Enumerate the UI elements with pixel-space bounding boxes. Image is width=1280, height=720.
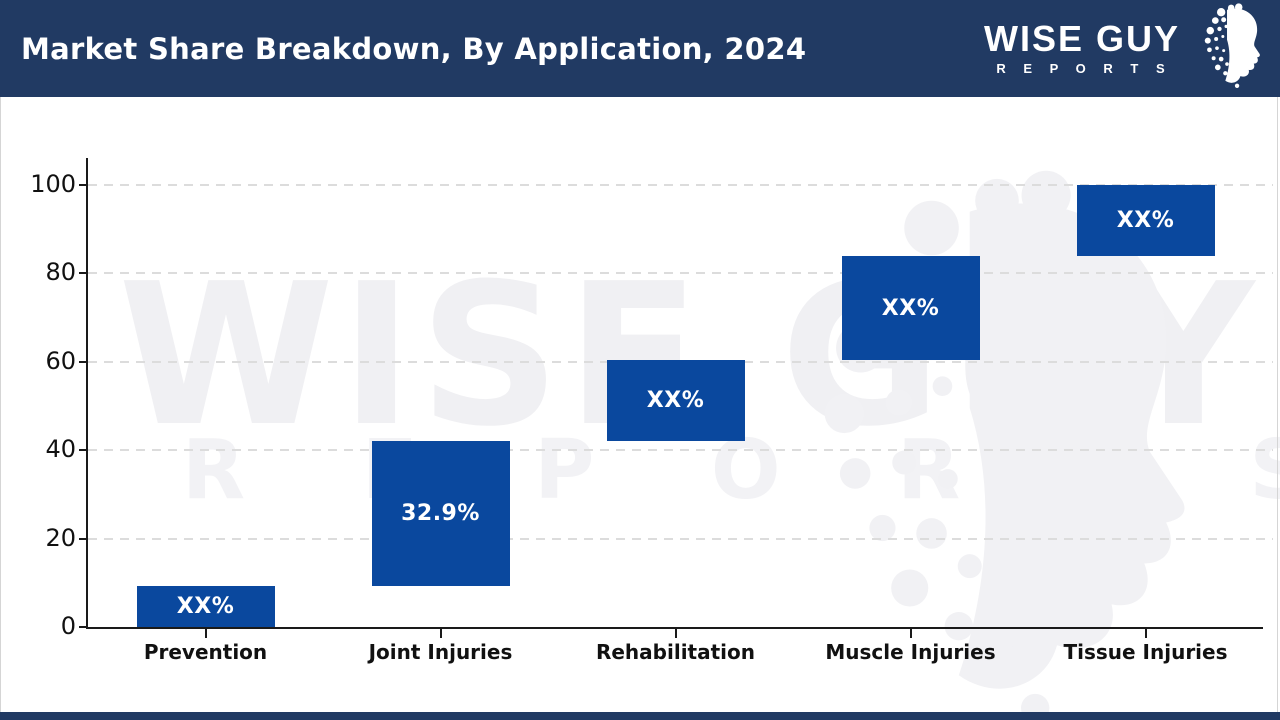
y-tick-0	[79, 626, 88, 628]
bar-muscle-injuries: XX%	[841, 256, 980, 361]
bar-prevention: XX%	[136, 586, 275, 627]
y-tick-label-80: 80	[45, 258, 76, 287]
x-axis-line	[86, 627, 1263, 629]
gridline-100	[88, 184, 1273, 186]
page-title: Market Share Breakdown, By Application, …	[21, 31, 807, 66]
x-category-label: Rehabilitation	[595, 640, 756, 664]
y-tick-100	[79, 184, 88, 186]
x-tick-4	[1144, 629, 1147, 638]
y-tick-label-100: 100	[30, 170, 76, 198]
gridline-80	[88, 272, 1273, 275]
x-tick-2	[674, 629, 677, 638]
y-axis-line	[86, 158, 88, 629]
logo-wordmark: WISE GUY	[983, 18, 1180, 59]
x-category-label: Prevention	[143, 640, 268, 664]
gridline-40	[88, 449, 1273, 452]
logo-face-icon	[1204, 2, 1260, 88]
y-tick-label-0: 0	[60, 612, 76, 640]
bar-tissue-injuries: XX%	[1076, 185, 1215, 257]
header-bar: Market Share Breakdown, By Application, …	[0, 0, 1280, 97]
x-category-label: Joint Injuries	[368, 640, 513, 664]
y-tick-60	[79, 360, 88, 363]
logo-subtitle: R E P O R T S	[996, 61, 1172, 76]
y-tick-80	[79, 272, 88, 275]
wise-guy-reports-logo: WISE GUY R E P O R T S	[983, 2, 1270, 95]
bar-value-label: XX%	[176, 594, 235, 620]
y-tick-label-40: 40	[45, 435, 76, 464]
y-tick-20	[79, 537, 88, 540]
x-tick-3	[909, 629, 912, 638]
y-tick-40	[79, 449, 88, 452]
bar-joint-injuries: 32.9%	[371, 440, 510, 587]
right-border	[1277, 97, 1278, 712]
bar-value-label: XX%	[1116, 208, 1175, 234]
x-category-label: Muscle Injuries	[825, 640, 996, 664]
y-tick-label-20: 20	[45, 523, 76, 552]
bar-value-label: XX%	[881, 295, 940, 321]
x-tick-0	[204, 629, 207, 638]
bar-value-label: 32.9%	[401, 501, 480, 527]
gridline-20	[88, 537, 1273, 540]
footer-bar	[0, 712, 1280, 720]
x-category-label: Tissue Injuries	[1063, 640, 1228, 664]
x-tick-1	[439, 629, 442, 638]
left-border	[0, 97, 1, 712]
bar-rehabilitation: XX%	[606, 360, 745, 441]
y-tick-label-60: 60	[45, 346, 76, 375]
logo-text: WISE GUY R E P O R T S	[983, 18, 1180, 77]
bar-value-label: XX%	[646, 387, 705, 413]
